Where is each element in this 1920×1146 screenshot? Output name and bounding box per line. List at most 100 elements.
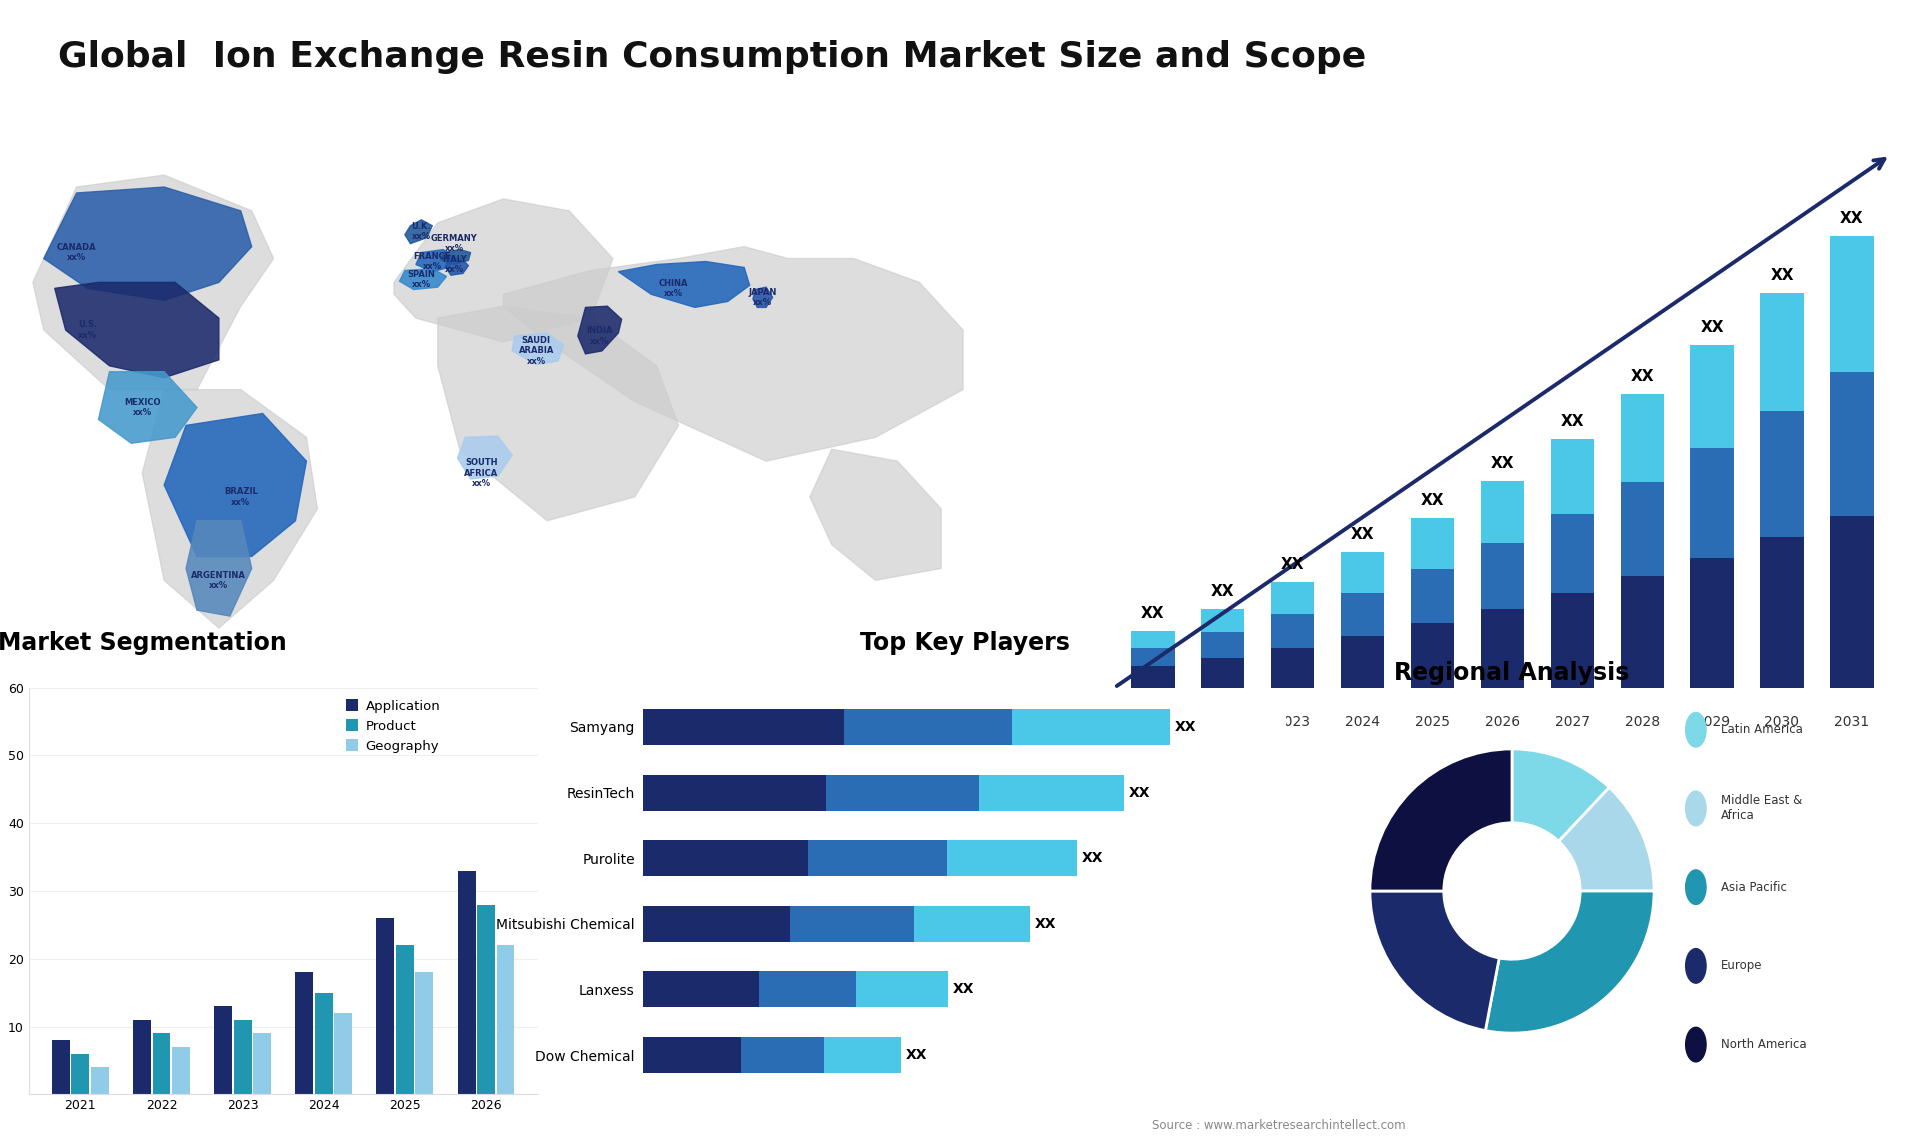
Bar: [1551, 513, 1594, 594]
Text: JAPAN
xx%: JAPAN xx%: [749, 288, 778, 307]
Bar: [396, 945, 415, 1094]
Bar: [643, 840, 808, 877]
Polygon shape: [399, 268, 447, 290]
Text: 2031: 2031: [1834, 715, 1870, 729]
Bar: [1551, 439, 1594, 513]
Bar: [947, 840, 1077, 877]
Text: XX: XX: [952, 982, 973, 996]
Text: GERMANY
xx%: GERMANY xx%: [430, 234, 478, 253]
Bar: [643, 905, 791, 942]
Bar: [497, 945, 515, 1094]
Bar: [741, 1037, 824, 1073]
Text: U.S.
xx%: U.S. xx%: [79, 321, 98, 339]
Text: MARKET: MARKET: [1747, 91, 1795, 101]
Wedge shape: [1486, 892, 1653, 1033]
Text: Middle East &
Africa: Middle East & Africa: [1720, 794, 1803, 823]
Bar: [476, 904, 495, 1094]
Text: 2029: 2029: [1695, 715, 1730, 729]
Text: XX: XX: [1035, 917, 1056, 931]
Bar: [979, 775, 1123, 810]
Bar: [1761, 292, 1803, 411]
Bar: [253, 1034, 271, 1094]
Text: Regional Analysis: Regional Analysis: [1394, 661, 1630, 685]
Bar: [334, 1013, 351, 1094]
Bar: [1690, 557, 1734, 688]
Text: CANADA
xx%: CANADA xx%: [58, 243, 96, 262]
Bar: [1131, 649, 1175, 666]
Circle shape: [1686, 713, 1707, 747]
Bar: [1202, 609, 1244, 633]
Bar: [1271, 614, 1315, 647]
Polygon shape: [578, 306, 622, 354]
Bar: [1131, 631, 1175, 649]
Polygon shape: [513, 333, 564, 364]
Bar: [1830, 371, 1874, 516]
Text: INTELLECT: INTELLECT: [1740, 125, 1803, 135]
Text: XX: XX: [1129, 786, 1150, 800]
Bar: [376, 918, 394, 1094]
Text: Source : www.marketresearchintellect.com: Source : www.marketresearchintellect.com: [1152, 1120, 1405, 1132]
Bar: [1761, 411, 1803, 537]
Text: XX: XX: [1140, 606, 1165, 621]
Text: XX: XX: [1701, 321, 1724, 336]
Bar: [643, 775, 826, 810]
Circle shape: [1686, 870, 1707, 904]
Polygon shape: [142, 390, 317, 628]
Text: XX: XX: [1281, 557, 1304, 572]
Polygon shape: [618, 261, 749, 307]
Polygon shape: [457, 437, 513, 479]
Text: ITALY
xx%: ITALY xx%: [442, 254, 467, 274]
Wedge shape: [1371, 749, 1513, 890]
Polygon shape: [753, 288, 772, 307]
Bar: [824, 1037, 900, 1073]
Polygon shape: [186, 520, 252, 617]
Bar: [152, 1034, 171, 1094]
Text: SAUDI
ARABIA
xx%: SAUDI ARABIA xx%: [518, 336, 555, 366]
Text: XX: XX: [1421, 494, 1444, 509]
Bar: [1480, 480, 1524, 543]
Bar: [52, 1041, 69, 1094]
Bar: [643, 972, 758, 1007]
Wedge shape: [1371, 890, 1500, 1030]
Text: 2021: 2021: [1135, 715, 1171, 729]
Bar: [315, 992, 332, 1094]
Polygon shape: [394, 199, 612, 342]
Text: 2022: 2022: [1206, 715, 1240, 729]
Bar: [1012, 709, 1171, 745]
Polygon shape: [54, 282, 219, 378]
Text: FRANCE
xx%: FRANCE xx%: [413, 252, 451, 272]
Circle shape: [1686, 791, 1707, 826]
Bar: [1202, 658, 1244, 688]
Bar: [808, 840, 947, 877]
Text: 2024: 2024: [1346, 715, 1380, 729]
Text: XX: XX: [1352, 527, 1375, 542]
Bar: [173, 1047, 190, 1094]
Bar: [1340, 636, 1384, 688]
Bar: [296, 972, 313, 1094]
Circle shape: [1686, 949, 1707, 983]
Bar: [1340, 592, 1384, 636]
Wedge shape: [1511, 749, 1609, 841]
Bar: [415, 972, 434, 1094]
Text: XX: XX: [1081, 851, 1102, 865]
Polygon shape: [33, 175, 273, 390]
Bar: [1131, 666, 1175, 688]
Bar: [1480, 543, 1524, 609]
Legend: Application, Product, Geography: Application, Product, Geography: [340, 694, 445, 759]
Bar: [1411, 518, 1453, 570]
Text: 2027: 2027: [1555, 715, 1590, 729]
Text: XX: XX: [1175, 720, 1196, 733]
Bar: [215, 1006, 232, 1094]
Text: MEXICO
xx%: MEXICO xx%: [125, 398, 161, 417]
Text: Global  Ion Exchange Resin Consumption Market Size and Scope: Global Ion Exchange Resin Consumption Ma…: [58, 40, 1365, 74]
Bar: [643, 709, 843, 745]
Text: INDIA
xx%: INDIA xx%: [586, 327, 612, 346]
Bar: [1551, 594, 1594, 688]
Text: 2025: 2025: [1415, 715, 1450, 729]
Text: U.K.
xx%: U.K. xx%: [411, 222, 432, 242]
Bar: [1690, 448, 1734, 557]
Polygon shape: [503, 246, 964, 461]
Text: Market Segmentation: Market Segmentation: [0, 631, 286, 656]
Text: Latin America: Latin America: [1720, 723, 1803, 736]
Text: RESEARCH: RESEARCH: [1740, 108, 1803, 118]
